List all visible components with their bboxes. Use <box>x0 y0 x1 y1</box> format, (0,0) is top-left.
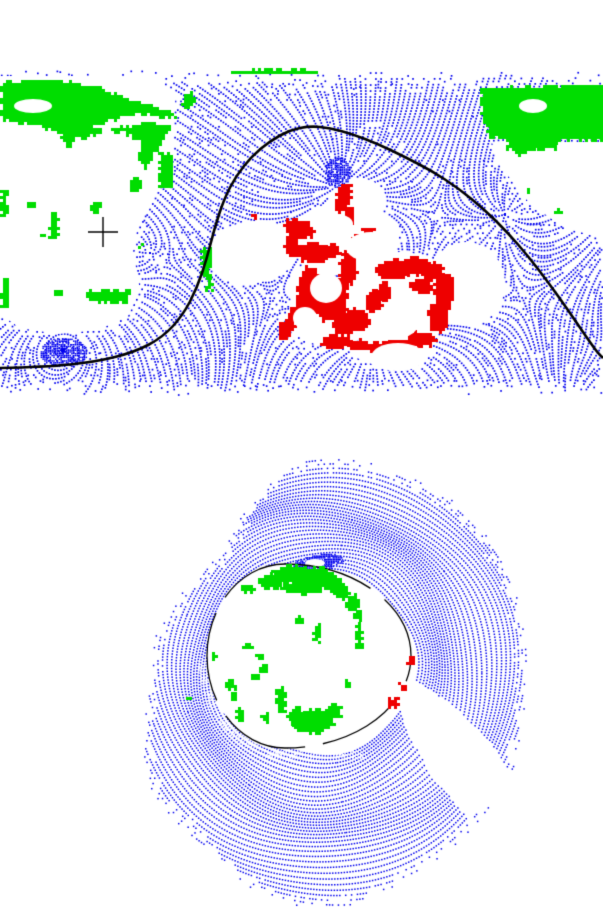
orthographic-flow-panel <box>0 400 603 917</box>
equirect-flow-canvas <box>0 0 603 400</box>
orthographic-flow-canvas <box>0 400 603 917</box>
equirect-flow-panel <box>0 0 603 400</box>
